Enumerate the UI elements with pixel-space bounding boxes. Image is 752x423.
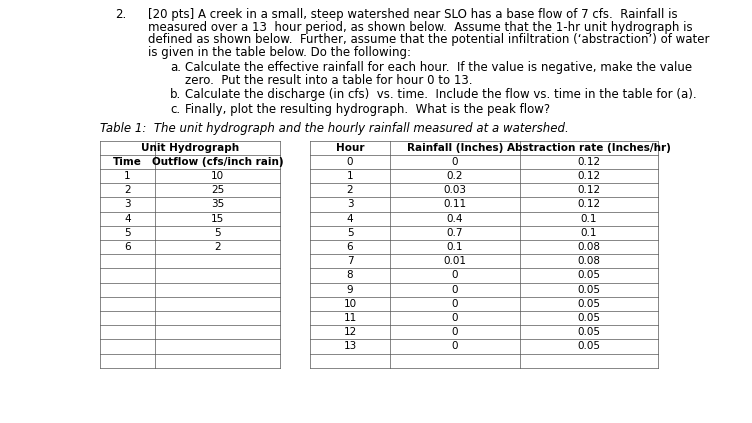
Text: 0.03: 0.03: [444, 185, 466, 195]
Text: b.: b.: [170, 88, 181, 101]
Text: a.: a.: [170, 61, 181, 74]
Text: Calculate the discharge (in cfs)  vs. time.  Include the flow vs. time in the ta: Calculate the discharge (in cfs) vs. tim…: [185, 88, 696, 101]
Text: 6: 6: [124, 242, 131, 252]
Text: 0.1: 0.1: [447, 242, 463, 252]
Text: measured over a 13  hour period, as shown below.  Assume that the 1-hr unit hydr: measured over a 13 hour period, as shown…: [148, 20, 693, 33]
Text: 0.4: 0.4: [447, 214, 463, 224]
Text: 0.12: 0.12: [578, 157, 601, 167]
Text: is given in the table below. Do the following:: is given in the table below. Do the foll…: [148, 46, 411, 58]
Text: 0: 0: [452, 327, 458, 337]
Text: 8: 8: [347, 270, 353, 280]
Text: Unit Hydrograph: Unit Hydrograph: [141, 143, 239, 153]
Text: 3: 3: [124, 199, 131, 209]
Text: 10: 10: [211, 171, 224, 181]
Text: 12: 12: [344, 327, 356, 337]
Text: 0.05: 0.05: [578, 313, 601, 323]
Text: 0: 0: [452, 313, 458, 323]
Text: 6: 6: [347, 242, 353, 252]
Text: 10: 10: [344, 299, 356, 309]
Text: Outflow (cfs/inch rain): Outflow (cfs/inch rain): [152, 157, 284, 167]
Text: [20 pts] A creek in a small, steep watershed near SLO has a base flow of 7 cfs. : [20 pts] A creek in a small, steep water…: [148, 8, 678, 21]
Text: 5: 5: [347, 228, 353, 238]
Text: 0.05: 0.05: [578, 341, 601, 352]
Text: 1: 1: [124, 171, 131, 181]
Text: 9: 9: [347, 285, 353, 294]
Text: 0: 0: [347, 157, 353, 167]
Text: 5: 5: [124, 228, 131, 238]
Text: 4: 4: [124, 214, 131, 224]
Text: Time: Time: [113, 157, 142, 167]
Text: 2: 2: [347, 185, 353, 195]
Text: 0.1: 0.1: [581, 228, 597, 238]
Text: Abstraction rate (Inches/hr): Abstraction rate (Inches/hr): [507, 143, 671, 153]
Text: 0: 0: [452, 299, 458, 309]
Text: c.: c.: [170, 102, 180, 115]
Text: 0.05: 0.05: [578, 270, 601, 280]
Text: 0.12: 0.12: [578, 171, 601, 181]
Text: Hour: Hour: [335, 143, 364, 153]
Text: 13: 13: [344, 341, 356, 352]
Text: 0.05: 0.05: [578, 285, 601, 294]
Text: 0: 0: [452, 341, 458, 352]
Text: 2: 2: [214, 242, 221, 252]
Text: 25: 25: [211, 185, 224, 195]
Text: 0.2: 0.2: [447, 171, 463, 181]
Text: 35: 35: [211, 199, 224, 209]
Text: 0.08: 0.08: [578, 242, 601, 252]
Text: 1: 1: [347, 171, 353, 181]
Text: 0.11: 0.11: [444, 199, 466, 209]
Text: Calculate the effective rainfall for each hour.  If the value is negative, make : Calculate the effective rainfall for eac…: [185, 61, 692, 74]
Text: defined as shown below.  Further, assume that the potential infiltration (‘abstr: defined as shown below. Further, assume …: [148, 33, 709, 46]
Text: 0.05: 0.05: [578, 299, 601, 309]
Text: 0.01: 0.01: [444, 256, 466, 266]
Text: 0: 0: [452, 270, 458, 280]
Text: 0.05: 0.05: [578, 327, 601, 337]
Text: 4: 4: [347, 214, 353, 224]
Text: Table 1:  The unit hydrograph and the hourly rainfall measured at a watershed.: Table 1: The unit hydrograph and the hou…: [100, 122, 569, 135]
Text: 5: 5: [214, 228, 221, 238]
Text: 11: 11: [344, 313, 356, 323]
Text: 3: 3: [347, 199, 353, 209]
Text: 0.1: 0.1: [581, 214, 597, 224]
Text: zero.  Put the result into a table for hour 0 to 13.: zero. Put the result into a table for ho…: [185, 74, 472, 86]
Text: Rainfall (Inches): Rainfall (Inches): [407, 143, 503, 153]
Text: 0: 0: [452, 285, 458, 294]
Text: 7: 7: [347, 256, 353, 266]
Text: 0: 0: [452, 157, 458, 167]
Text: Finally, plot the resulting hydrograph.  What is the peak flow?: Finally, plot the resulting hydrograph. …: [185, 102, 550, 115]
Text: 0.7: 0.7: [447, 228, 463, 238]
Text: 2: 2: [124, 185, 131, 195]
Text: 0.08: 0.08: [578, 256, 601, 266]
Text: 0.12: 0.12: [578, 199, 601, 209]
Text: 0.12: 0.12: [578, 185, 601, 195]
Text: 2.: 2.: [115, 8, 126, 21]
Text: 15: 15: [211, 214, 224, 224]
